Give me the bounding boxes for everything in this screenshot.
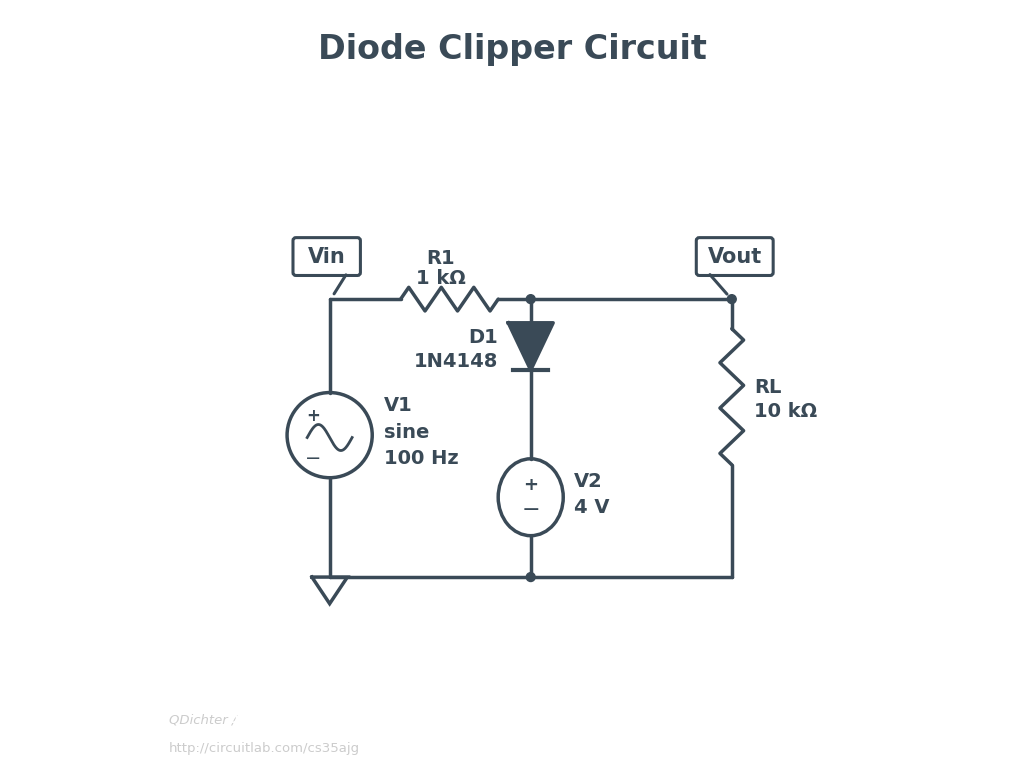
Text: QDichter /: QDichter / — [169, 713, 241, 727]
Text: D1: D1 — [468, 328, 499, 347]
Text: 1 kΩ: 1 kΩ — [416, 270, 465, 289]
Text: Diode Clipper Circuit: Diode Clipper Circuit — [317, 34, 707, 66]
Text: Vin: Vin — [308, 247, 345, 266]
Circle shape — [526, 295, 536, 303]
Circle shape — [727, 295, 736, 303]
Text: http://circuitlab.com/cs35ajg: http://circuitlab.com/cs35ajg — [169, 742, 360, 755]
Circle shape — [526, 573, 536, 581]
Text: +: + — [523, 476, 539, 495]
Text: V2
4 V: V2 4 V — [573, 472, 609, 517]
Text: 10 kΩ: 10 kΩ — [755, 402, 817, 421]
Text: RL: RL — [755, 379, 781, 397]
Text: −: − — [521, 500, 540, 520]
Text: CIRCUIT: CIRCUIT — [26, 713, 84, 727]
Text: 1N4148: 1N4148 — [414, 352, 499, 371]
Text: Vout: Vout — [708, 247, 762, 266]
Text: V1
sine
100 Hz: V1 sine 100 Hz — [384, 396, 459, 468]
Polygon shape — [508, 323, 553, 370]
Text: —▶─LAB: —▶─LAB — [26, 741, 76, 755]
Text: −: − — [305, 449, 322, 468]
FancyBboxPatch shape — [696, 237, 773, 276]
FancyBboxPatch shape — [293, 237, 360, 276]
Text: Diode Clipper: Diode Clipper — [228, 713, 330, 727]
Text: R1: R1 — [426, 250, 455, 268]
Text: +: + — [306, 407, 321, 425]
